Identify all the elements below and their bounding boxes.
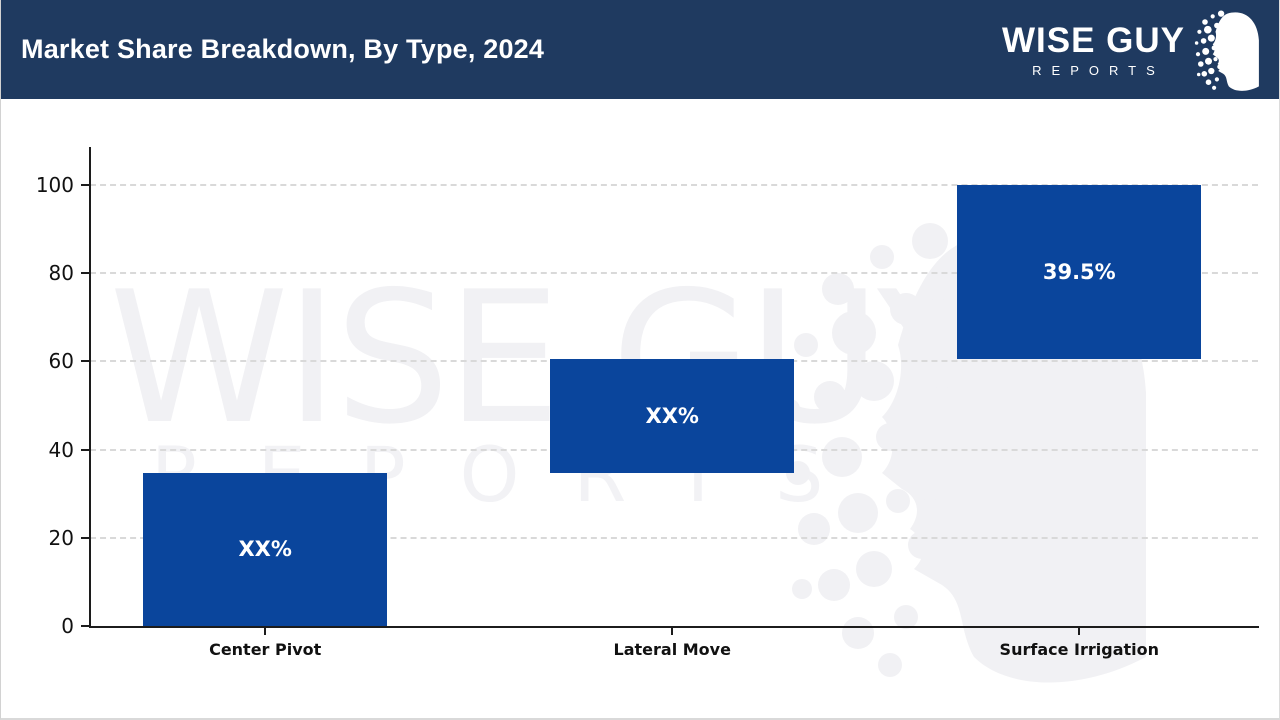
- x-category-label: Center Pivot: [209, 640, 322, 659]
- bar: [550, 359, 795, 473]
- dotted-head-logo-icon: [1194, 9, 1259, 91]
- bar-value-label: 39.5%: [1042, 260, 1116, 285]
- bar-value-label: XX%: [645, 404, 699, 429]
- y-tick-mark: [81, 536, 90, 539]
- y-tick-mark: [81, 360, 90, 363]
- y-tick-label: 20: [48, 525, 74, 550]
- y-tick-mark: [81, 448, 90, 451]
- y-tick-label: 60: [48, 349, 74, 374]
- x-category-label: Lateral Move: [613, 640, 731, 659]
- logo-name: WISE GUY: [1001, 20, 1185, 60]
- chart-title: Market Share Breakdown, By Type, 2024: [21, 34, 545, 64]
- logo-wordmark: WISE GUY REPORTS: [1002, 23, 1185, 77]
- gridline: [90, 536, 1258, 539]
- wise-guy-logo: WISE GUY REPORTS: [1002, 8, 1265, 92]
- y-tick-label: 80: [48, 261, 74, 286]
- header-band: Market Share Breakdown, By Type, 2024 WI…: [1, 0, 1279, 99]
- y-tick-mark: [81, 272, 90, 275]
- bar: [957, 185, 1202, 360]
- x-axis-spine: [89, 626, 1259, 628]
- gridline: [90, 272, 1258, 275]
- y-tick-label: 40: [48, 437, 74, 462]
- x-tick-mark: [671, 626, 674, 635]
- y-tick-label: 0: [61, 614, 74, 638]
- y-tick-mark: [81, 625, 90, 627]
- logo-subname: REPORTS: [1032, 62, 1165, 78]
- y-tick-label: 100: [35, 173, 74, 197]
- x-tick-mark: [264, 626, 267, 635]
- gridline: [90, 184, 1258, 186]
- y-axis-spine: [89, 147, 91, 628]
- bar: [143, 472, 388, 626]
- y-tick-mark: [81, 184, 90, 186]
- x-category-label: Surface Irrigation: [999, 640, 1160, 659]
- x-tick-mark: [1078, 626, 1081, 635]
- chart-canvas: WISE GUY REPORTS XX% XX% 39.5% 0 20 40 60 80 10…: [1, 99, 1280, 720]
- bar-value-label: XX%: [238, 537, 292, 562]
